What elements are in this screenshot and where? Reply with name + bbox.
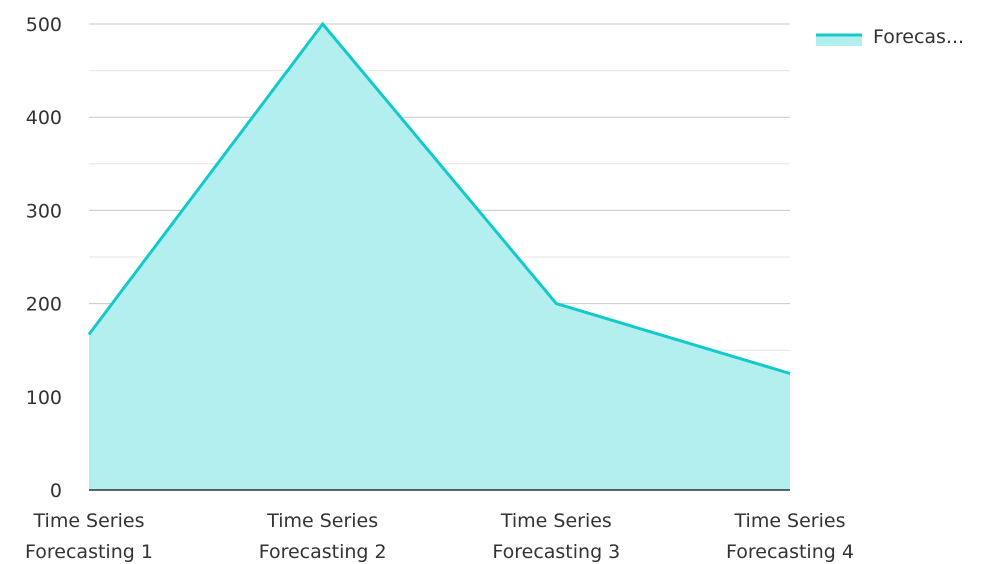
y-tick-label: 400 — [26, 107, 62, 129]
x-tick-label: Time Series Forecasting 1 — [25, 510, 153, 563]
y-tick-label: 200 — [26, 294, 62, 316]
x-tick-label-line: Time Series — [734, 510, 846, 532]
y-tick-label: 300 — [26, 200, 62, 222]
y-tick-label: 0 — [50, 480, 62, 502]
x-tick-label-line: Forecasting 4 — [726, 541, 854, 563]
legend-label: Forecas... — [873, 26, 964, 48]
x-tick-label: Time Series Forecasting 3 — [492, 510, 620, 563]
x-tick-label: Time Series Forecasting 2 — [259, 510, 387, 563]
legend-swatch-fill — [816, 34, 862, 46]
x-tick-label-line: Forecasting 1 — [25, 541, 153, 563]
x-tick-label-line: Time Series — [266, 510, 378, 532]
x-tick-label-line: Forecasting 3 — [492, 541, 620, 563]
x-tick-label-line: Time Series — [33, 510, 145, 532]
legend: Forecas... — [816, 26, 964, 48]
y-tick-label: 500 — [26, 14, 62, 36]
x-tick-label-line: Forecasting 2 — [259, 541, 387, 563]
x-tick-label-line: Time Series — [500, 510, 612, 532]
series-area-fill — [89, 24, 790, 490]
series-line — [87, 21, 791, 375]
y-tick-label: 100 — [26, 387, 62, 409]
x-tick-label: Time Series Forecasting 4 — [726, 510, 854, 563]
